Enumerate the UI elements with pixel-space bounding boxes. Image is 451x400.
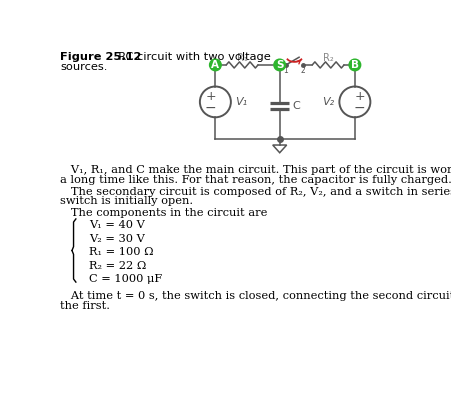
Text: R₁: R₁: [236, 53, 247, 63]
Text: 2: 2: [300, 66, 304, 75]
Text: sources.: sources.: [60, 62, 107, 72]
Text: 1: 1: [283, 66, 288, 75]
Text: −: −: [353, 101, 364, 115]
Text: −: −: [204, 101, 216, 115]
Text: V₁: V₁: [235, 97, 247, 107]
Text: B: B: [350, 60, 358, 70]
Text: +: +: [205, 90, 216, 103]
Text: +: +: [354, 90, 364, 103]
Text: switch is initially open.: switch is initially open.: [60, 196, 193, 206]
Text: V₁, R₁, and C make the main circuit. This part of the circuit is working for: V₁, R₁, and C make the main circuit. Thi…: [60, 165, 451, 175]
Text: V₁ = 40 V: V₁ = 40 V: [89, 220, 145, 230]
Text: C = 1000 μF: C = 1000 μF: [89, 274, 162, 284]
Text: The components in the circuit are: The components in the circuit are: [60, 208, 267, 218]
Text: RC circuit with two voltage: RC circuit with two voltage: [110, 52, 270, 62]
Circle shape: [209, 59, 221, 71]
Text: At time t = 0 s, the switch is closed, connecting the second circuit to: At time t = 0 s, the switch is closed, c…: [60, 291, 451, 301]
Text: Figure 25.12: Figure 25.12: [60, 52, 142, 62]
Text: the first.: the first.: [60, 300, 110, 310]
Text: V₂: V₂: [322, 97, 334, 107]
Text: R₂ = 22 Ω: R₂ = 22 Ω: [89, 261, 146, 271]
Text: V₂ = 30 V: V₂ = 30 V: [89, 234, 145, 244]
Text: S: S: [276, 60, 283, 70]
Text: C: C: [291, 101, 299, 111]
Text: R₁ = 100 Ω: R₁ = 100 Ω: [89, 248, 153, 258]
Text: a long time like this. For that reason, the capacitor is fully charged.: a long time like this. For that reason, …: [60, 175, 451, 185]
Text: R₂: R₂: [322, 53, 333, 63]
Circle shape: [348, 59, 360, 71]
Text: A: A: [211, 60, 219, 70]
Text: The secondary circuit is composed of R₂, V₂, and a switch in series, and the: The secondary circuit is composed of R₂,…: [60, 186, 451, 196]
Circle shape: [273, 59, 285, 71]
